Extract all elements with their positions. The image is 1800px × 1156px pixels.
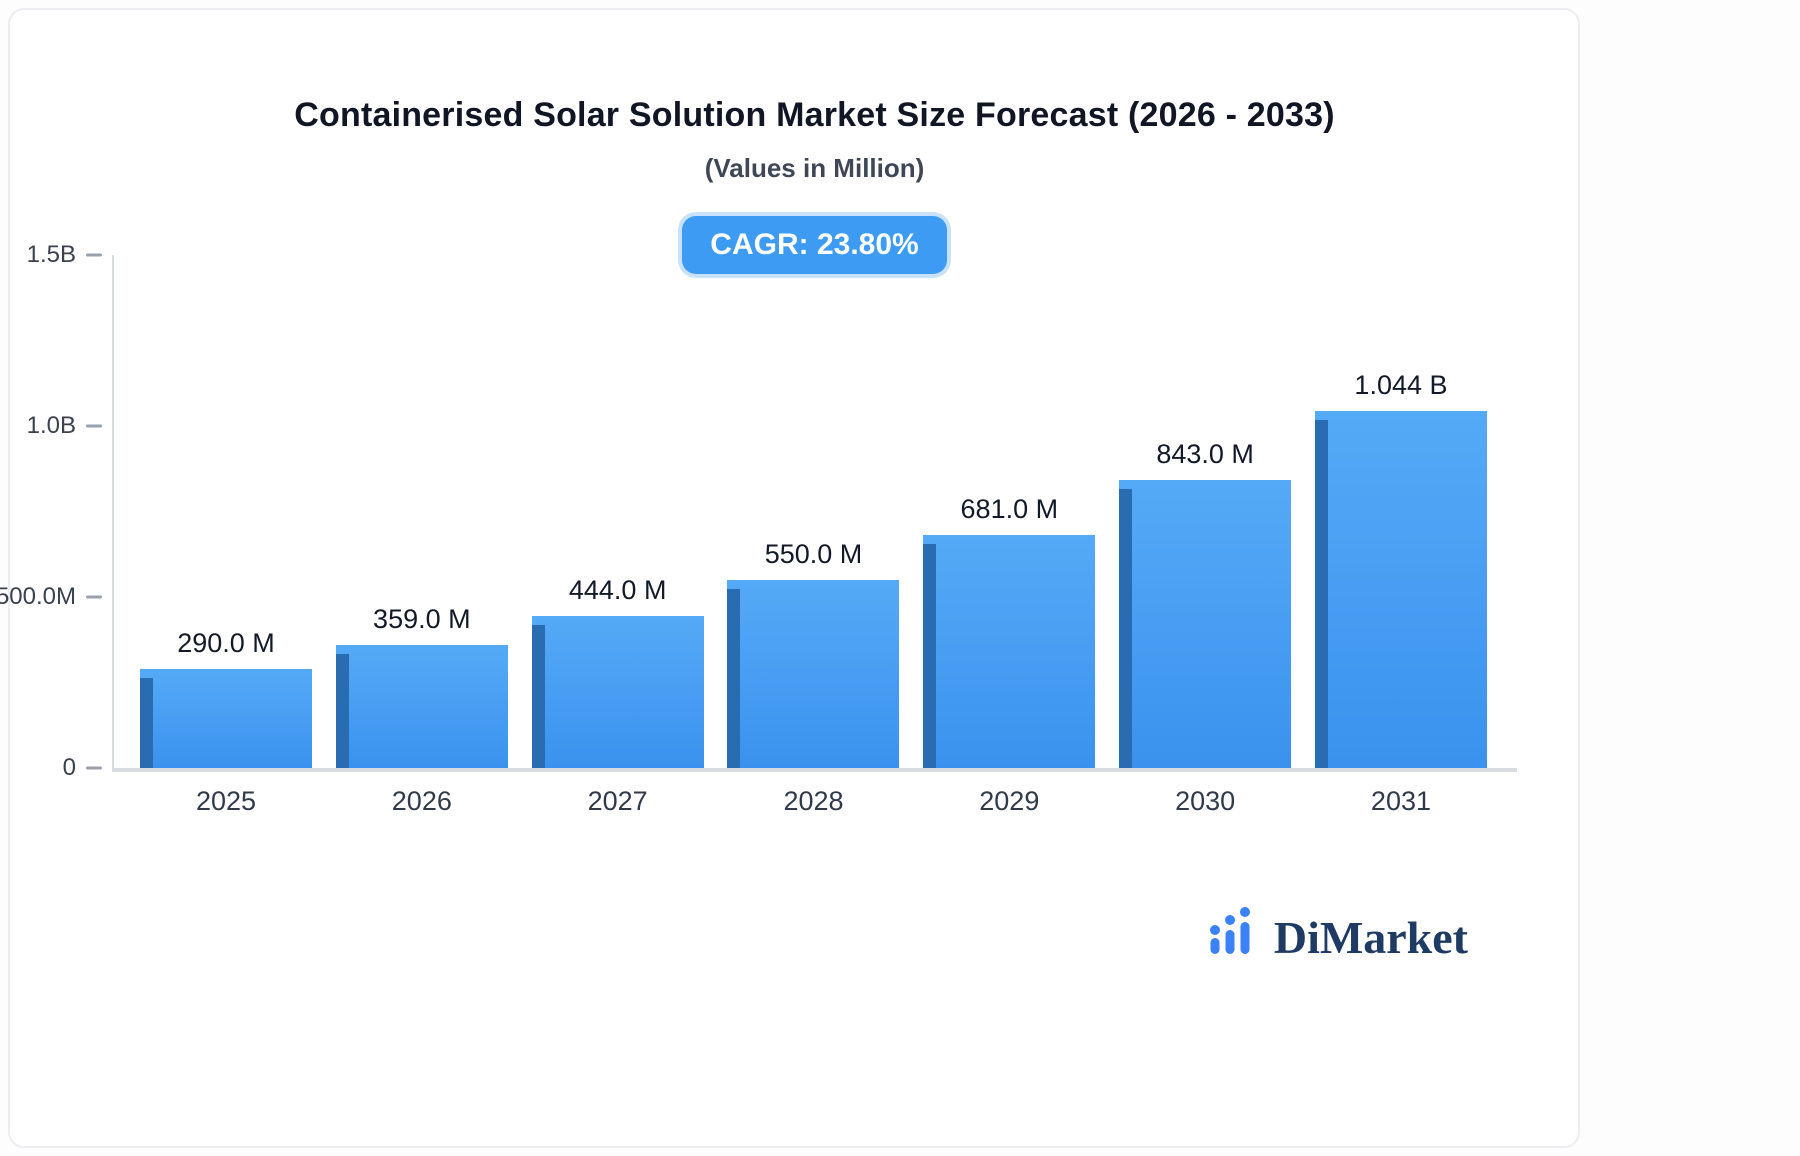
bar-value-label: 843.0 M [1156,439,1254,469]
bar-value-label: 444.0 M [568,575,667,605]
x-axis-label: 2027 [587,786,648,816]
bar [923,535,1096,768]
bar-group-2025: 290.0 M 2025 [140,628,312,816]
bar-value-label: 290.0 M [177,628,275,658]
bar-value-label: 550.0 M [764,539,863,569]
dimarket-logo: DiMarket [1208,906,1468,961]
bar [727,580,900,768]
x-axis-label: 2029 [979,786,1040,816]
chart-header: Containerised Solar Solution Market Size… [112,96,1517,274]
y-tick-mark [86,766,102,770]
chart-title: Containerised Solar Solution Market Size… [294,96,1335,134]
bar-series: 290.0 M 2025 359.0 M 2026 444.0 M 2027 550.0 M… [114,255,1517,816]
bar-group-2030: 843.0 M 2030 [1119,439,1292,816]
chart-card: Containerised Solar Solution Market Size… [0,8,1580,1148]
logo-wordmark: DiMarket [1273,912,1468,963]
x-axis-label: 2030 [1175,786,1236,816]
bar-group-2026: 359.0 M 2026 [335,604,508,816]
y-tick-label: 1.0B [26,412,76,439]
bar [531,616,704,768]
x-axis-label: 2031 [1370,786,1432,816]
cagr-badge: CAGR: 23.80% [682,216,947,274]
y-tick-label: 1.5B [26,241,76,268]
x-axis-label: 2028 [783,786,844,816]
bar-chart-plot-area: 1.5B 1.0B 500.0M 0 290.0 M 2025 359.0 M 2026 44… [0,241,1517,816]
bar-group-2027: 444.0 M 2027 [531,575,704,816]
x-axis-label: 2026 [391,786,452,816]
bar-value-label: 359.0 M [373,604,471,634]
bar-group-2031: 1.044 B 2031 [1314,370,1487,816]
chart-subtitle: (Values in Million) [704,153,925,183]
bar [335,645,508,768]
bar-group-2029: 681.0 M 2029 [923,494,1096,816]
bar [1314,411,1487,768]
y-tick-mark [86,424,102,428]
bar-group-2028: 550.0 M 2028 [727,539,900,816]
bar-value-label: 1.044 B [1354,370,1448,400]
bar [1119,480,1292,768]
bar-chart-logo-icon [1208,906,1262,961]
bar-value-label: 681.0 M [960,494,1059,524]
y-tick-mark [86,595,102,599]
bar [140,669,312,768]
y-tick-label: 500.0M [0,583,76,610]
y-tick-label: 0 [62,754,76,781]
y-tick-mark [86,253,102,257]
x-axis-label: 2025 [195,786,257,816]
